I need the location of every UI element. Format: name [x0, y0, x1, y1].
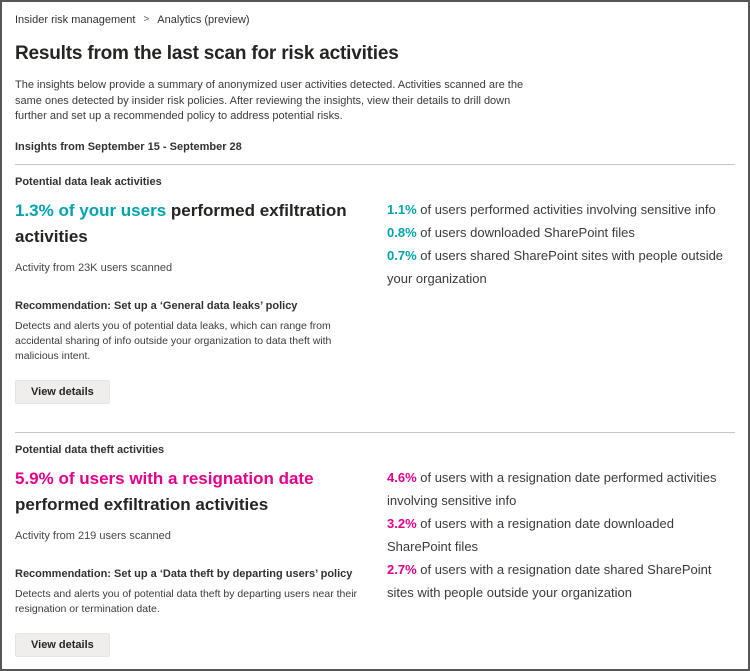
page-title: Results from the last scan for risk acti… — [15, 43, 399, 64]
headline-highlight: 5.9% of users with a resignation date — [15, 468, 314, 488]
section-divider — [15, 431, 735, 433]
data-theft-section: Potential data theft activities 5.9% of … — [15, 444, 735, 657]
stat-value: 3.2% — [387, 515, 417, 531]
page-description: The insights below provide a summary of … — [15, 79, 524, 122]
section-left-column: 1.3% of your users performed exfiltratio… — [15, 198, 387, 404]
stat-text: of users with a resignation date perform… — [387, 469, 717, 508]
stat-line: 2.7% of users with a resignation date sh… — [387, 562, 711, 600]
stat-line: 3.2% of users with a resignation date do… — [387, 516, 674, 554]
stat-value: 1.1% — [387, 201, 417, 217]
stat-line: 0.7% of users shared SharePoint sites wi… — [387, 248, 723, 286]
headline-rest: performed exfiltration activities — [15, 494, 269, 514]
recommendation-body: Detects and alerts you of potential data… — [15, 587, 358, 615]
section-body: 5.9% of users with a resignation date pe… — [15, 466, 735, 657]
stat-text: of users with a resignation date downloa… — [387, 515, 674, 554]
stat-value: 0.7% — [387, 247, 417, 263]
section-divider — [15, 163, 735, 165]
view-details-button[interactable]: View details — [15, 632, 110, 657]
recommendation-title: Recommendation: Set up a ‘Data theft by … — [15, 567, 353, 580]
recommendation-body: Detects and alerts you of potential data… — [15, 319, 332, 362]
stat-line: 1.1% of users performed activities invol… — [387, 202, 716, 217]
stat-line: 0.8% of users downloaded SharePoint file… — [387, 225, 635, 240]
stats-list: 4.6% of users with a resignation date pe… — [387, 466, 735, 657]
stat-value: 2.7% — [387, 561, 417, 577]
section-left-column: 5.9% of users with a resignation date pe… — [15, 466, 387, 657]
section-heading: Potential data theft activities — [15, 443, 165, 456]
stats-list: 1.1% of users performed activities invol… — [387, 198, 735, 404]
chevron-right-icon: > — [143, 13, 150, 25]
headline: 5.9% of users with a resignation date pe… — [15, 466, 387, 518]
activity-note: Activity from 23K users scanned — [15, 261, 173, 274]
stat-line: 4.6% of users with a resignation date pe… — [387, 470, 717, 508]
breadcrumb-item-analytics-preview[interactable]: Analytics (preview) — [157, 14, 250, 26]
stat-text: of users performed activities involving … — [416, 201, 716, 217]
stat-text: of users shared SharePoint sites with pe… — [387, 247, 724, 286]
headline-rest: performed exfiltration activities — [15, 200, 347, 246]
headline: 1.3% of your users performed exfiltratio… — [15, 198, 387, 250]
breadcrumb-item-insider-risk-management[interactable]: Insider risk management — [15, 14, 136, 26]
view-details-button[interactable]: View details — [15, 379, 110, 404]
stat-value: 0.8% — [387, 224, 417, 240]
data-leak-section: Potential data leak activities 1.3% of y… — [15, 176, 735, 404]
insights-date-range: Insights from September 15 - September 2… — [15, 140, 242, 153]
stat-value: 4.6% — [387, 469, 417, 485]
recommendation-title: Recommendation: Set up a ‘General data l… — [15, 299, 298, 312]
section-heading: Potential data leak activities — [15, 175, 162, 188]
headline-highlight: 1.3% of your users — [15, 200, 167, 220]
activity-note: Activity from 219 users scanned — [15, 529, 171, 542]
stat-text: of users downloaded SharePoint files — [416, 224, 635, 240]
section-body: 1.3% of your users performed exfiltratio… — [15, 198, 735, 404]
breadcrumb: Insider risk management > Analytics (pre… — [15, 2, 735, 27]
stat-text: of users with a resignation date shared … — [387, 561, 712, 600]
